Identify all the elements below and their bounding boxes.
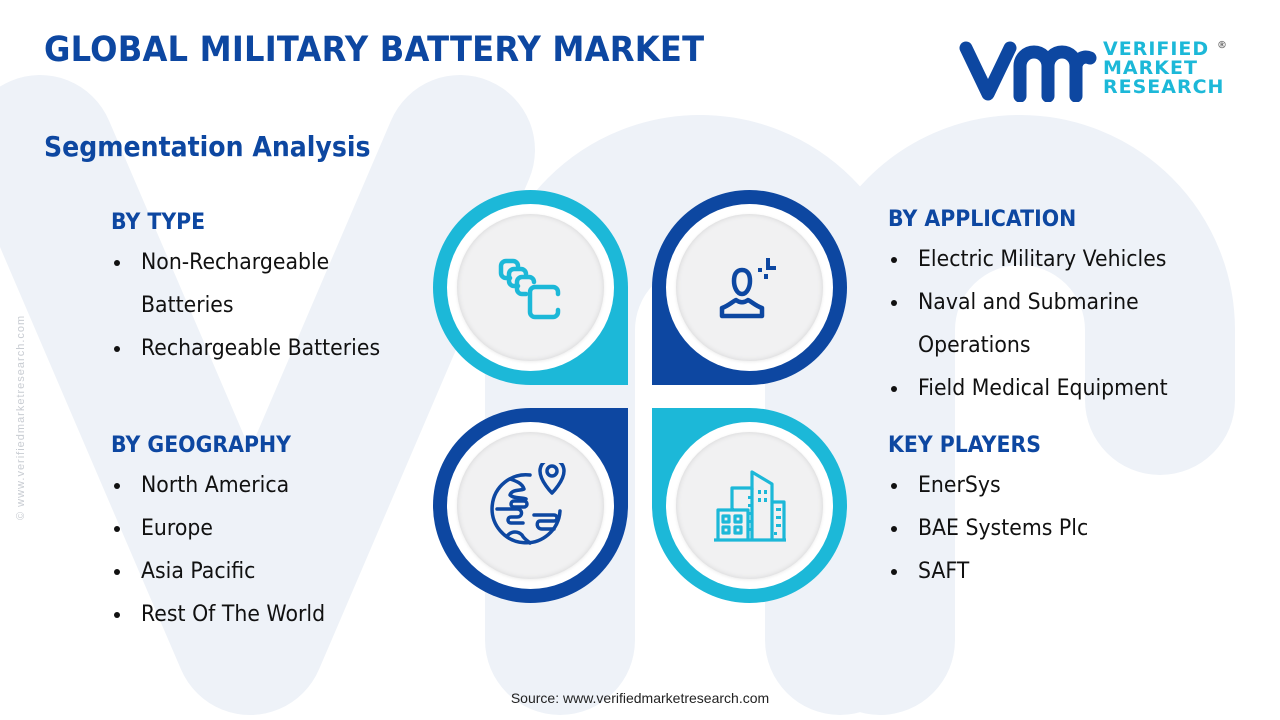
page-title: GLOBAL MILITARY BATTERY MARKET — [44, 30, 705, 70]
segment-heading: BY APPLICATION — [888, 207, 1077, 232]
segment-by-type: BY TYPE Non-Rechargeable Batteries Recha… — [111, 210, 398, 370]
list-item: Rechargeable Batteries — [111, 327, 398, 370]
list-item: Non-Rechargeable Batteries — [111, 241, 398, 327]
list-item: Field Medical Equipment — [888, 367, 1186, 410]
list-item: Electric Military Vehicles — [888, 238, 1186, 281]
user-target-icon — [719, 257, 776, 318]
list-item: SAFT — [888, 550, 1101, 593]
buildings-icon — [713, 469, 786, 542]
logo-line-verified: VERIFIED — [1103, 38, 1210, 60]
section-subtitle: Segmentation Analysis — [44, 130, 371, 163]
segment-by-application: BY APPLICATION Electric Military Vehicle… — [888, 207, 1186, 410]
battery-stack-icon — [498, 258, 560, 319]
vmr-logo-icon — [959, 41, 1097, 102]
logo-text: VERIFIED MARKET RESEARCH ® — [1103, 38, 1227, 98]
segment-by-geography: BY GEOGRAPHY North America Europe Asia P… — [111, 433, 339, 636]
logo-line-market: MARKET — [1103, 57, 1198, 79]
list-item: Rest Of The World — [111, 593, 339, 636]
list-item: Europe — [111, 507, 339, 550]
side-watermark-url: © www.verifiedmarketresearch.com — [15, 314, 27, 520]
segment-key-players: KEY PLAYERS EnerSys BAE Systems Plc SAFT — [888, 433, 1101, 593]
list-item: Naval and Submarine Operations — [888, 281, 1186, 367]
segment-heading: BY TYPE — [111, 210, 206, 235]
registered-mark: ® — [1217, 40, 1228, 51]
segment-heading: BY GEOGRAPHY — [111, 433, 291, 458]
list-item: North America — [111, 464, 339, 507]
teardrop-by-geography — [433, 408, 628, 603]
source-caption: Source: www.verifiedmarketresearch.com — [510, 690, 770, 706]
segment-heading: KEY PLAYERS — [888, 433, 1041, 458]
list-item: Asia Pacific — [111, 550, 339, 593]
list-item: EnerSys — [888, 464, 1101, 507]
list-item: BAE Systems Plc — [888, 507, 1101, 550]
teardrop-by-type — [433, 190, 628, 385]
globe-location-icon — [489, 462, 566, 545]
teardrop-by-application — [652, 190, 847, 385]
teardrop-key-players — [652, 408, 847, 603]
logo-line-research: RESEARCH — [1103, 76, 1225, 98]
